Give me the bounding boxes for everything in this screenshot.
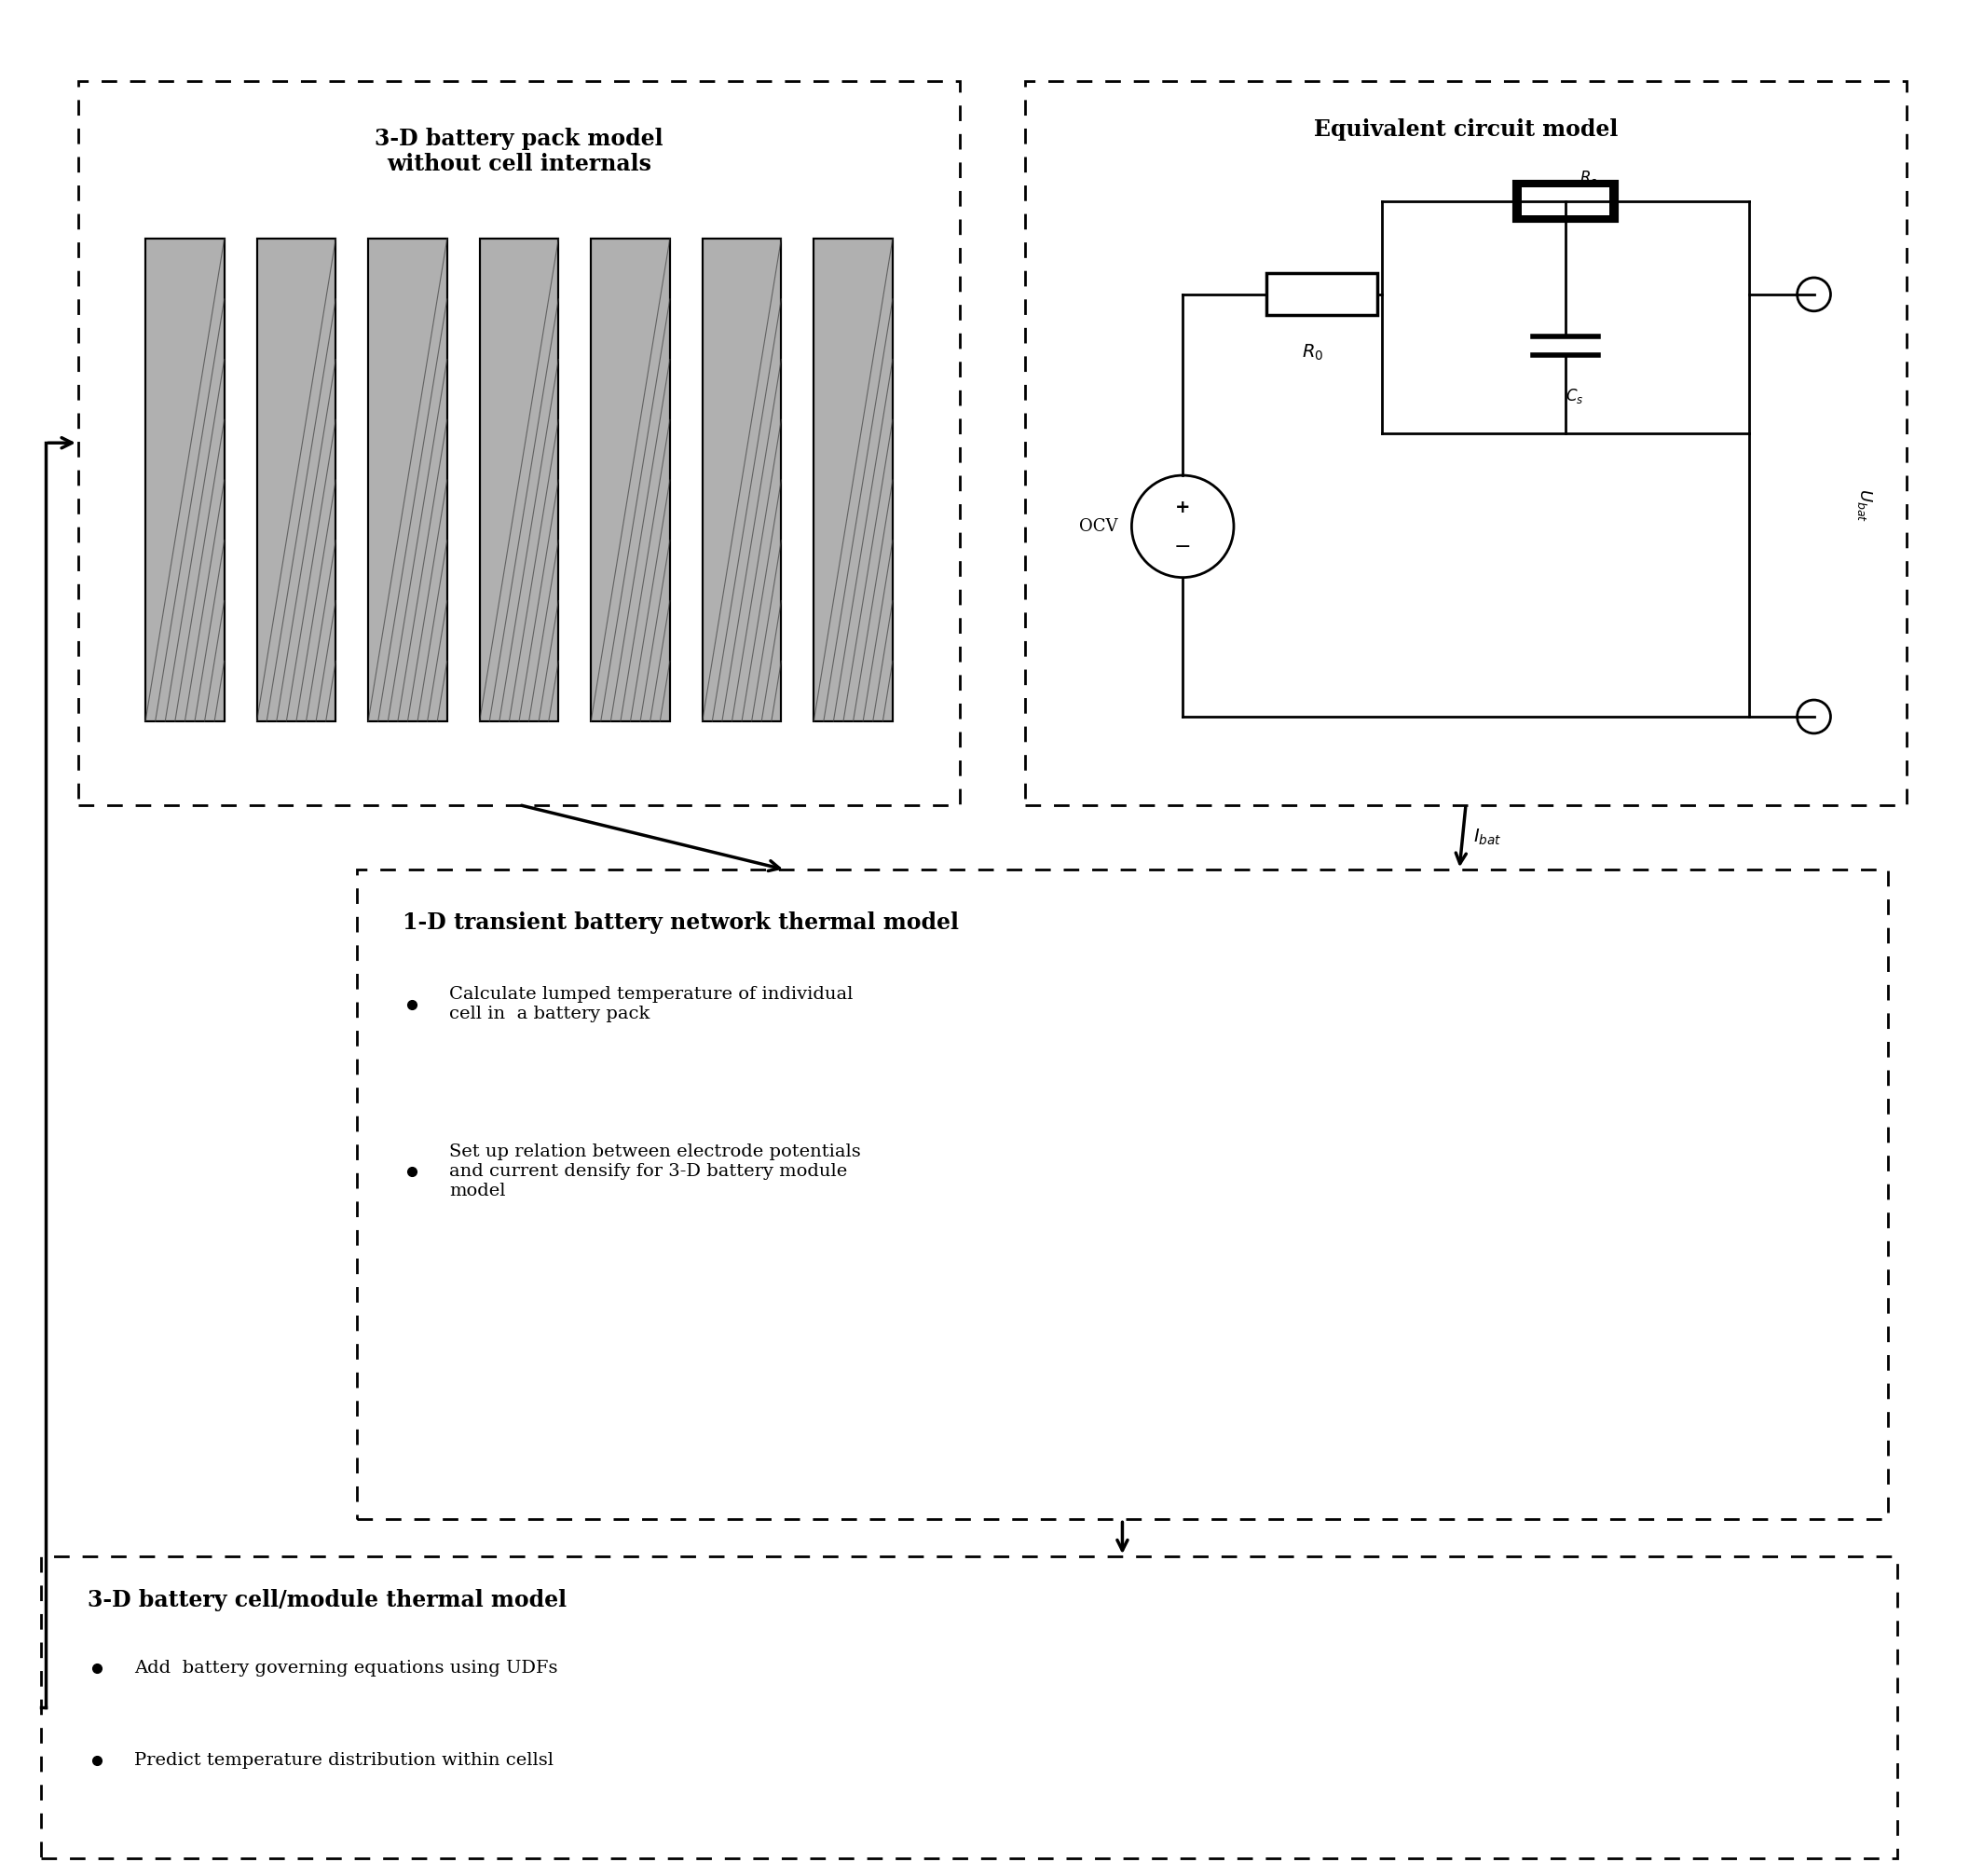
- Text: $U_{bat}$: $U_{bat}$: [1856, 488, 1874, 522]
- Text: $R_s$: $R_s$: [1580, 169, 1598, 188]
- Bar: [591, 238, 670, 720]
- Text: 1-D transient battery network thermal model: 1-D transient battery network thermal mo…: [403, 912, 960, 934]
- Bar: [145, 238, 224, 720]
- Text: $C_s$: $C_s$: [1567, 386, 1584, 405]
- Bar: [145, 238, 224, 720]
- Bar: [369, 238, 446, 720]
- Bar: [258, 238, 335, 720]
- Text: OCV: OCV: [1079, 518, 1118, 535]
- Text: $I_{bat}$: $I_{bat}$: [1473, 827, 1501, 848]
- Bar: [702, 238, 781, 720]
- Bar: [813, 238, 892, 720]
- Bar: [480, 238, 559, 720]
- Bar: [813, 238, 892, 720]
- Bar: [369, 238, 446, 720]
- Text: 3-D battery pack model
without cell internals: 3-D battery pack model without cell inte…: [375, 128, 662, 176]
- Text: Calculate lumped temperature of individual
cell in  a battery pack: Calculate lumped temperature of individu…: [450, 987, 853, 1022]
- Text: Set up relation between electrode potentials
and current densify for 3-D battery: Set up relation between electrode potent…: [450, 1144, 861, 1199]
- Bar: [1523, 188, 1610, 216]
- Bar: [480, 238, 559, 720]
- Bar: [702, 238, 781, 720]
- Text: Add  battery governing equations using UDFs: Add battery governing equations using UD…: [133, 1660, 557, 1677]
- Text: +: +: [1176, 499, 1190, 516]
- Text: 3-D battery cell/module thermal model: 3-D battery cell/module thermal model: [87, 1589, 567, 1611]
- Bar: [1515, 182, 1616, 221]
- Text: Equivalent circuit model: Equivalent circuit model: [1315, 118, 1618, 141]
- Bar: [258, 238, 335, 720]
- Bar: [1267, 274, 1378, 315]
- Bar: [591, 238, 670, 720]
- Text: $R_0$: $R_0$: [1301, 343, 1323, 362]
- Text: Predict temperature distribution within cellsl: Predict temperature distribution within …: [133, 1752, 553, 1769]
- Text: −: −: [1174, 538, 1192, 555]
